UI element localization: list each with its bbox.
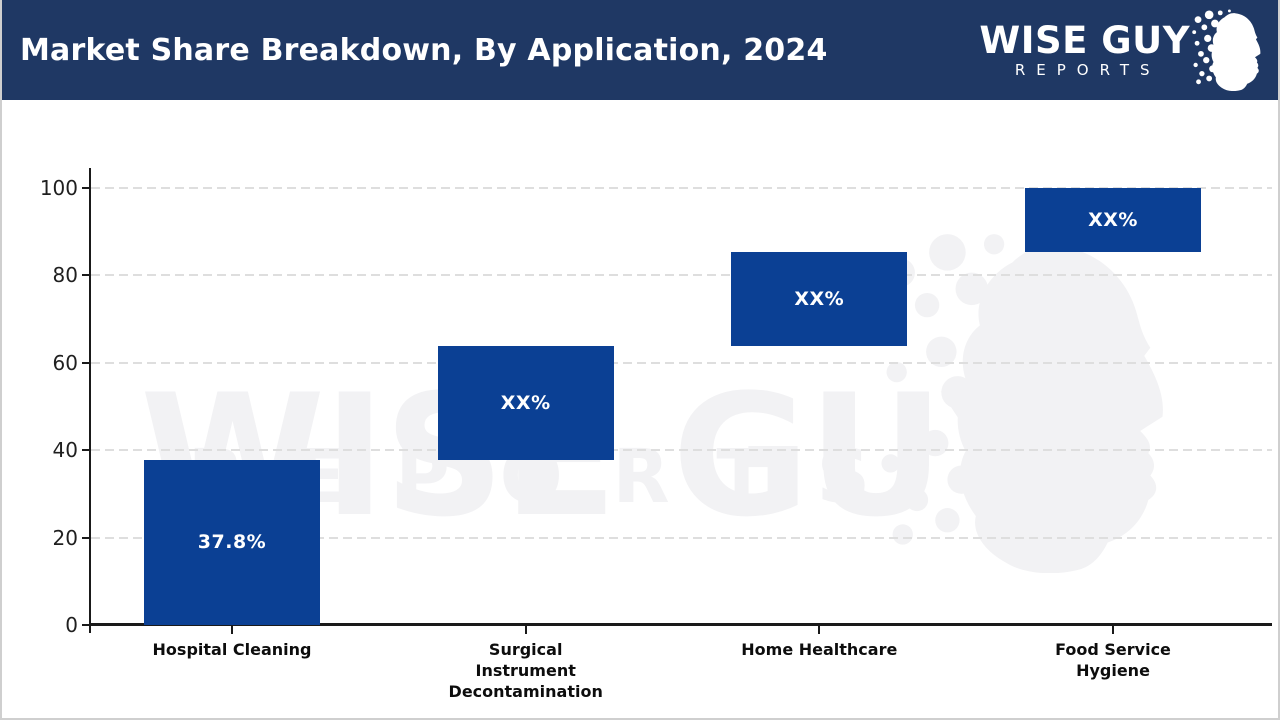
x-axis-tick <box>818 626 821 634</box>
bar-segment: XX% <box>1025 187 1201 252</box>
category-label: Hospital Cleaning <box>82 639 382 660</box>
y-axis-tick-label-0: 0 <box>65 613 78 637</box>
header-bar: Market Share Breakdown, By Application, … <box>2 0 1278 100</box>
x-axis-tick <box>231 626 233 634</box>
x-axis-line <box>89 623 1272 626</box>
y-axis-tick-label-80: 80 <box>52 263 78 287</box>
y-axis-tick-0 <box>82 624 90 626</box>
category-label-line: Hygiene <box>1076 661 1150 680</box>
gridline-20 <box>91 536 1272 539</box>
brand-subname-label: REPORTS <box>1014 61 1161 79</box>
y-axis-tick-40 <box>82 449 90 451</box>
brand-logo-text: WISE GUY REPORTS <box>979 22 1190 78</box>
bar-segment: XX% <box>437 345 614 460</box>
y-axis-tick-60 <box>82 361 90 364</box>
gridline-100 <box>91 186 1272 189</box>
y-axis-tick-label-40: 40 <box>52 438 78 462</box>
chart-area: WISE GUY REPORTS 0 20 40 60 80 100 37.8% XX% XX%… <box>2 100 1278 718</box>
category-label: Surgical Instrument Decontamination <box>376 639 676 702</box>
category-label-line: Decontamination <box>448 682 603 701</box>
category-label-line: Surgical <box>488 640 563 659</box>
category-label-line: Food Service <box>1055 640 1171 659</box>
bar-segment: XX% <box>731 251 908 346</box>
y-axis-tick-label-100: 100 <box>39 175 78 200</box>
category-label-line: Instrument <box>475 661 576 680</box>
y-axis-tick-100 <box>82 186 90 189</box>
page-title: Market Share Breakdown, By Application, … <box>20 32 828 68</box>
watermark-head-profile-icon <box>876 230 1163 573</box>
gridline-40 <box>91 449 1272 451</box>
category-label: Home Healthcare <box>669 639 969 660</box>
category-label: Food Service Hygiene <box>963 639 1263 681</box>
y-axis-tick-label-20: 20 <box>52 525 78 550</box>
gridline-80 <box>91 274 1272 276</box>
y-axis-tick-label-60: 60 <box>52 350 78 375</box>
y-axis-tick-20 <box>82 536 90 539</box>
x-axis-tick <box>524 626 527 634</box>
category-label-line: Hospital Cleaning <box>152 640 312 659</box>
bar-value-label: XX% <box>794 287 845 310</box>
brand-name-label: WISE GUY <box>979 19 1190 62</box>
bar-value-label: XX% <box>500 391 551 414</box>
x-axis-tick <box>1112 626 1114 634</box>
bar-value-label: XX% <box>1088 208 1138 231</box>
head-profile-dots-icon <box>1192 9 1261 91</box>
bar-segment: 37.8% <box>144 459 320 625</box>
y-axis-tick-80 <box>82 274 90 276</box>
bar-value-label: 37.8% <box>197 531 267 554</box>
category-label-line: Home Healthcare <box>741 640 898 659</box>
brand-logo: WISE GUY REPORTS <box>979 9 1270 91</box>
y-axis-spine <box>89 168 91 633</box>
gridline-60 <box>91 361 1272 364</box>
